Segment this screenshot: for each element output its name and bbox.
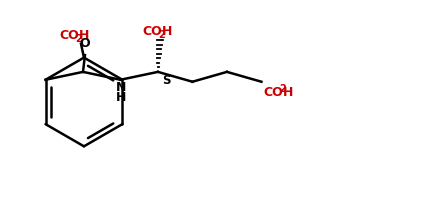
Text: 2: 2 [158,30,164,40]
Text: S: S [162,74,170,87]
Text: N: N [116,81,127,94]
Text: H: H [116,91,127,104]
Text: CO: CO [263,86,283,99]
Text: H: H [283,86,294,99]
Text: O: O [80,37,90,50]
Text: H: H [162,25,172,38]
Text: 2: 2 [75,34,82,44]
Text: H: H [79,29,90,42]
Text: 2: 2 [279,84,286,94]
Text: CO: CO [59,29,79,42]
Text: CO: CO [142,25,162,38]
